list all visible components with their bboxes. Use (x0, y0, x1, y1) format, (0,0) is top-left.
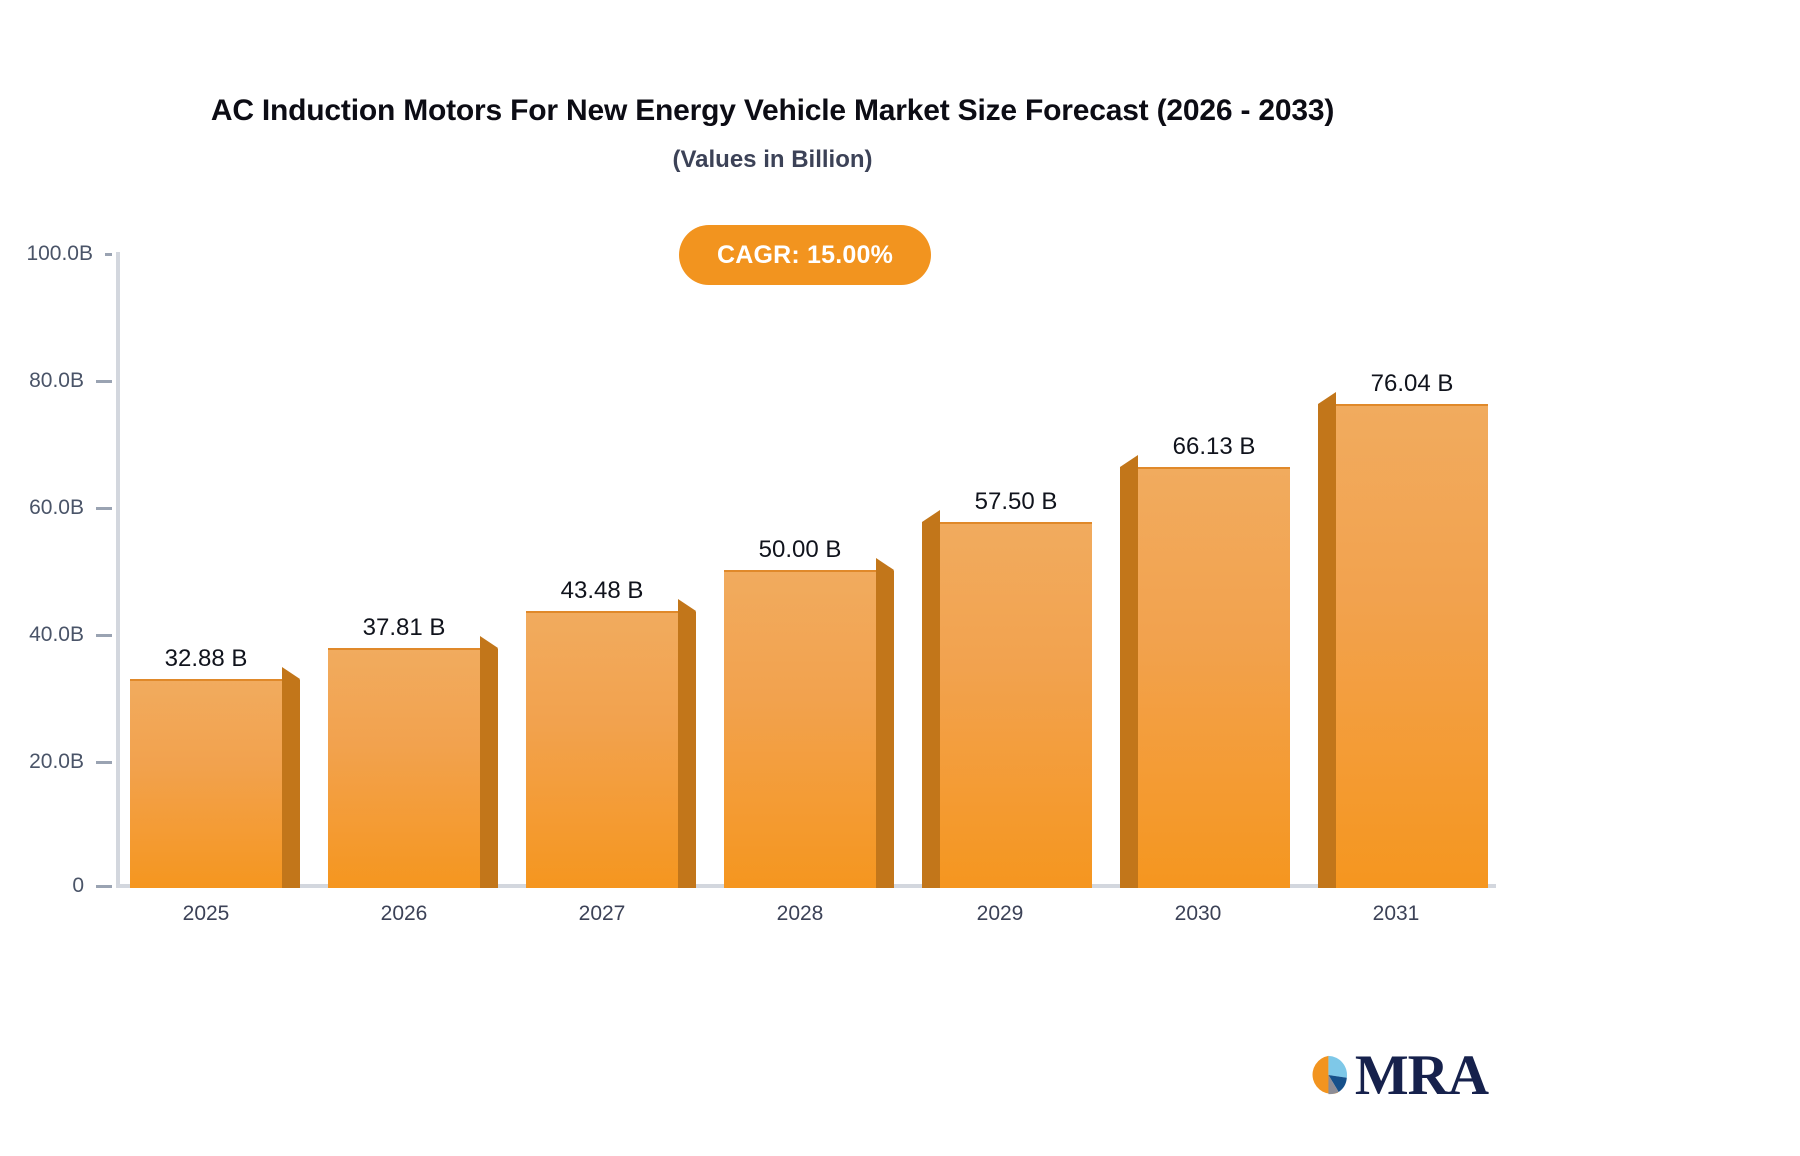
bar-value-label: 43.48 B (560, 577, 644, 604)
chart-container: AC Induction Motors For New Energy Vehic… (0, 0, 1496, 1156)
mra-logo: MRA (1308, 1040, 1489, 1110)
x-tick-label-2031: 2031 (1372, 902, 1420, 925)
y-tick-80: 80.0B (29, 369, 112, 393)
bar-side-face (1120, 455, 1138, 888)
tick-dash-icon (96, 884, 112, 888)
bar-front-face (940, 522, 1092, 888)
tick-dash-icon (96, 379, 112, 383)
bar-front-face (1336, 404, 1488, 888)
bar-value-label: 57.50 B (974, 488, 1058, 515)
x-tick-label-2026: 2026 (380, 902, 428, 925)
cagr-badge: CAGR: 15.00% (679, 225, 931, 285)
x-tick-label-2025: 2025 (182, 902, 230, 925)
bar-side-face (1318, 392, 1336, 888)
y-tick-0: 0 (72, 874, 112, 898)
bar-value-label: 32.88 B (164, 645, 248, 672)
tick-dash-icon (96, 506, 112, 510)
chart-title: AC Induction Motors For New Energy Vehic… (210, 94, 1335, 127)
y-axis-line (116, 252, 120, 888)
bar-value-label: 37.81 B (362, 614, 446, 641)
plot-area: 32.88 B 37.81 B 43.48 B 50.00 B 57.50 B (116, 252, 1496, 888)
x-tick-label-2030: 2030 (1174, 902, 1222, 925)
chart-subtitle: (Values in Billion) (672, 146, 873, 173)
y-tick-40: 40.0B (29, 623, 112, 647)
x-tick-label-2027: 2027 (578, 902, 626, 925)
y-tick-60: 60.0B (29, 496, 112, 520)
bar-side-face (282, 667, 300, 888)
tick-dash-icon (96, 760, 112, 764)
tick-dash-icon (105, 252, 112, 256)
logo-text: MRA (1354, 1043, 1489, 1107)
bar-front-face (328, 648, 480, 888)
pie-chart-icon (1312, 1055, 1348, 1095)
bar-front-face (724, 570, 876, 888)
bar-side-face (480, 636, 498, 888)
y-tick-100: 100.0B (26, 242, 112, 266)
bar-front-face (130, 679, 282, 888)
bar-value-label: 50.00 B (758, 536, 842, 563)
bar-side-face (678, 599, 696, 888)
bar-side-face (922, 510, 940, 888)
bar-value-label: 66.13 B (1172, 433, 1256, 460)
bar-side-face (876, 558, 894, 888)
x-tick-label-2029: 2029 (976, 902, 1024, 925)
x-tick-label-2028: 2028 (776, 902, 824, 925)
bar-front-face (1138, 467, 1290, 888)
bar-value-label: 76.04 B (1370, 370, 1454, 397)
y-axis-tick-labels: 100.0B 80.0B 60.0B 40.0B 20.0B 0 (0, 0, 112, 1156)
tick-dash-icon (96, 633, 112, 637)
y-tick-20: 20.0B (29, 750, 112, 774)
bar-front-face (526, 611, 678, 888)
